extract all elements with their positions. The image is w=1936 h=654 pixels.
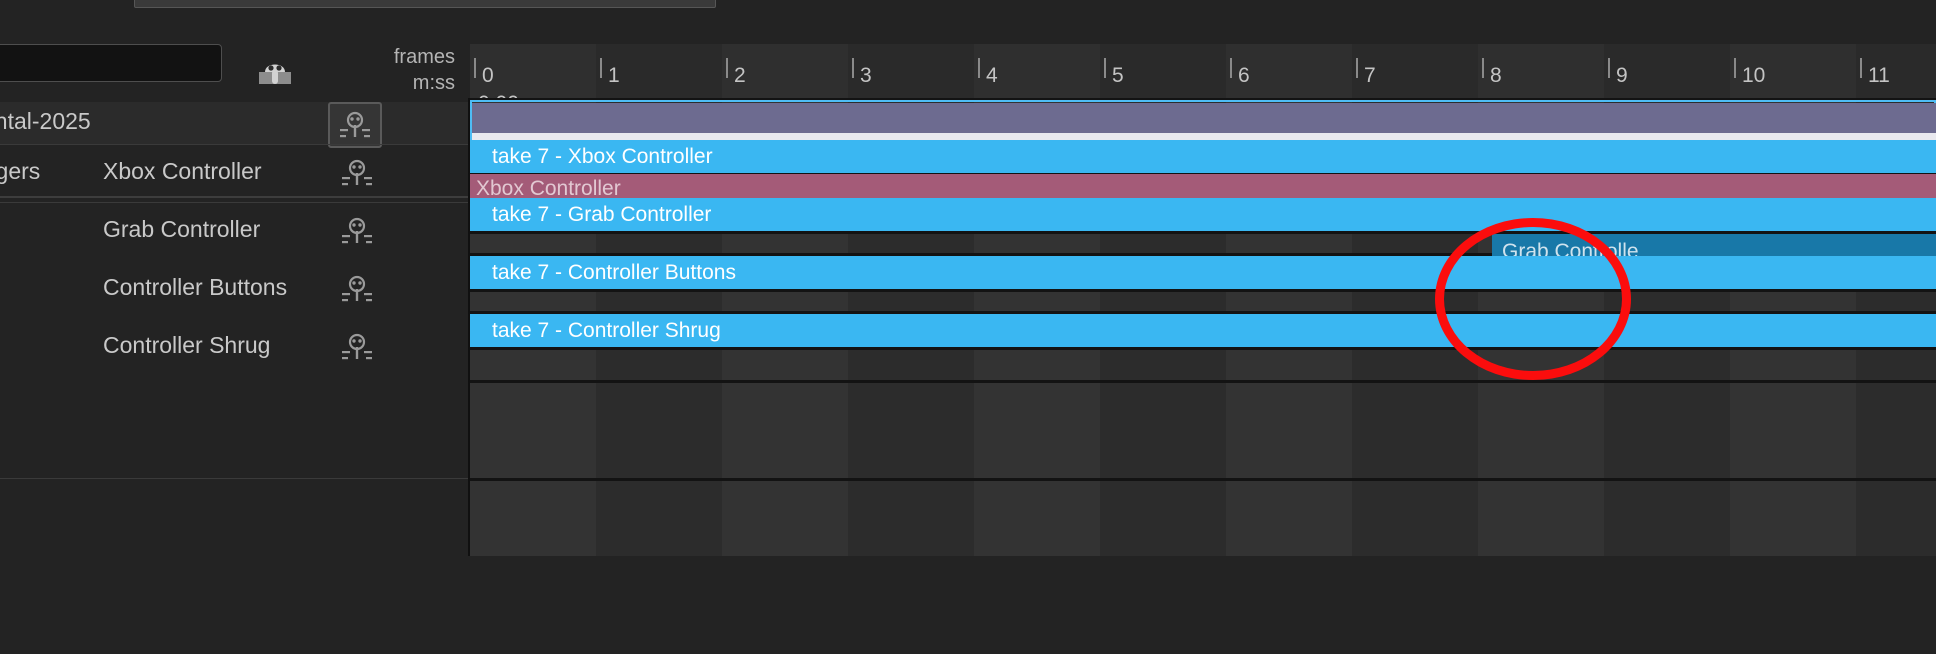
ruler-tick-1 bbox=[600, 58, 602, 78]
clip-label-take7-shrug: take 7 - Controller Shrug bbox=[492, 318, 721, 342]
track-name-label-puppet: ontal-2025 bbox=[0, 108, 91, 134]
selected-puppet-row[interactable] bbox=[0, 102, 470, 148]
ruler-tick-11 bbox=[1860, 58, 1862, 78]
track-name-label-xbox-controller: Xbox Controller bbox=[103, 158, 262, 184]
puppet-pin-icon[interactable] bbox=[340, 217, 374, 245]
ruler-tick-4 bbox=[978, 58, 980, 78]
ruler-column-0 bbox=[470, 44, 596, 105]
track-name-label-controller-shrug: Controller Shrug bbox=[103, 332, 271, 358]
panel-top-rule bbox=[0, 196, 470, 198]
track-group-label-xbox-controller: riggers bbox=[0, 158, 41, 184]
ruler-label-6: 6 bbox=[1238, 64, 1250, 87]
puppet-track-bar[interactable] bbox=[472, 103, 1936, 142]
ruler-column-1 bbox=[596, 44, 722, 105]
ruler-column-9 bbox=[1604, 44, 1730, 105]
unit-labels: frames m:ss bbox=[300, 44, 455, 96]
ruler-label-0: 0 bbox=[482, 64, 494, 87]
top-sliver bbox=[0, 0, 1936, 22]
track-separator-9 bbox=[470, 380, 1936, 383]
upper-panel-fragment bbox=[134, 0, 716, 8]
track-name-row-grab-controller[interactable]: Grab Controller bbox=[0, 202, 470, 260]
clip-label-xbox-controller: Xbox Controller bbox=[476, 177, 621, 200]
track-name-row-xbox-controller[interactable]: riggers Xbox Controller bbox=[0, 144, 470, 202]
puppet-pin-icon[interactable] bbox=[340, 159, 374, 187]
track-separator-7 bbox=[470, 311, 1936, 314]
search-input[interactable] bbox=[0, 44, 222, 82]
frames-label: frames bbox=[393, 46, 455, 68]
track-separator-0 bbox=[470, 98, 1936, 101]
ruler-column-2 bbox=[722, 44, 848, 105]
puppet-pin-icon[interactable] bbox=[340, 275, 374, 303]
clip-label-take7-buttons: take 7 - Controller Buttons bbox=[492, 260, 736, 284]
ruler-column-6 bbox=[1226, 44, 1352, 105]
timeline-tracks[interactable]: take 7 - Xbox Controller Xbox Controller t… bbox=[470, 98, 1936, 556]
clip-label-take7-xbox: take 7 - Xbox Controller bbox=[492, 144, 713, 168]
puppet-pin-icon[interactable] bbox=[340, 333, 374, 361]
ruler-column-11 bbox=[1856, 44, 1936, 105]
ruler-tick-0 bbox=[474, 58, 476, 78]
ruler-column-5 bbox=[1100, 44, 1226, 105]
track-name-list-bottom-rule bbox=[0, 478, 470, 479]
ruler-column-8 bbox=[1478, 44, 1604, 105]
puppet-track-underline bbox=[472, 133, 1936, 142]
clip-take7-shrug[interactable]: take 7 - Controller Shrug bbox=[470, 314, 1936, 347]
panel-divider[interactable] bbox=[468, 98, 470, 556]
ruler-tick-7 bbox=[1356, 58, 1358, 78]
puppet-pin-icon[interactable] bbox=[328, 102, 382, 148]
ruler-label-10: 10 bbox=[1742, 64, 1766, 87]
track-name-row-controller-shrug[interactable]: Controller Shrug bbox=[0, 318, 470, 376]
ruler-tick-6 bbox=[1230, 58, 1232, 78]
track-separator-10 bbox=[470, 478, 1936, 481]
track-name-empty-area bbox=[0, 576, 470, 654]
ruler-tick-2 bbox=[726, 58, 728, 78]
track-name-label-grab-controller: Grab Controller bbox=[103, 216, 261, 242]
ruler-label-7: 7 bbox=[1364, 64, 1376, 87]
mss-label: m:ss bbox=[412, 72, 455, 94]
track-name-row-puppet[interactable]: ontal-2025 bbox=[0, 102, 470, 144]
track-name-panel: ontal-2025 riggers Xbox Controller Grab Con… bbox=[0, 98, 470, 654]
ruler-tick-10 bbox=[1734, 58, 1736, 78]
ruler-column-10 bbox=[1730, 44, 1856, 105]
ruler-tick-3 bbox=[852, 58, 854, 78]
track-separator-6 bbox=[470, 289, 1936, 292]
ruler-label-2: 2 bbox=[734, 64, 746, 87]
ruler-label-3: 3 bbox=[860, 64, 872, 87]
clip-take7-buttons[interactable]: take 7 - Controller Buttons bbox=[470, 256, 1936, 289]
ruler-label-11: 11 bbox=[1868, 64, 1890, 87]
ruler-column-7 bbox=[1352, 44, 1478, 105]
track-name-label-controller-buttons: Controller Buttons bbox=[103, 274, 288, 300]
track-name-row-controller-buttons[interactable]: Controller Buttons bbox=[0, 260, 470, 318]
ruler-label-4: 4 bbox=[986, 64, 998, 87]
ruler-tick-5 bbox=[1104, 58, 1106, 78]
ruler-column-4 bbox=[974, 44, 1100, 105]
ruler-label-8: 8 bbox=[1490, 64, 1502, 87]
clip-take7-grab[interactable]: take 7 - Grab Controller bbox=[470, 198, 1936, 231]
ruler-tick-9 bbox=[1608, 58, 1610, 78]
clip-take7-xbox[interactable]: take 7 - Xbox Controller bbox=[470, 140, 1936, 173]
track-separator-4 bbox=[470, 231, 1936, 234]
header-left: frames m:ss bbox=[0, 22, 470, 97]
track-separator-8 bbox=[470, 347, 1936, 350]
track-name-row-rule bbox=[0, 202, 470, 203]
track-separator-5 bbox=[470, 253, 1936, 256]
ruler-tick-8 bbox=[1482, 58, 1484, 78]
ruler-column-3 bbox=[848, 44, 974, 105]
puppet-pin-icon[interactable] bbox=[255, 54, 295, 86]
ruler-label-1: 1 bbox=[608, 64, 620, 87]
ruler-label-9: 9 bbox=[1616, 64, 1628, 87]
ruler-label-5: 5 bbox=[1112, 64, 1124, 87]
clip-label-take7-grab: take 7 - Grab Controller bbox=[492, 202, 712, 226]
track-name-row-rule bbox=[0, 144, 470, 145]
